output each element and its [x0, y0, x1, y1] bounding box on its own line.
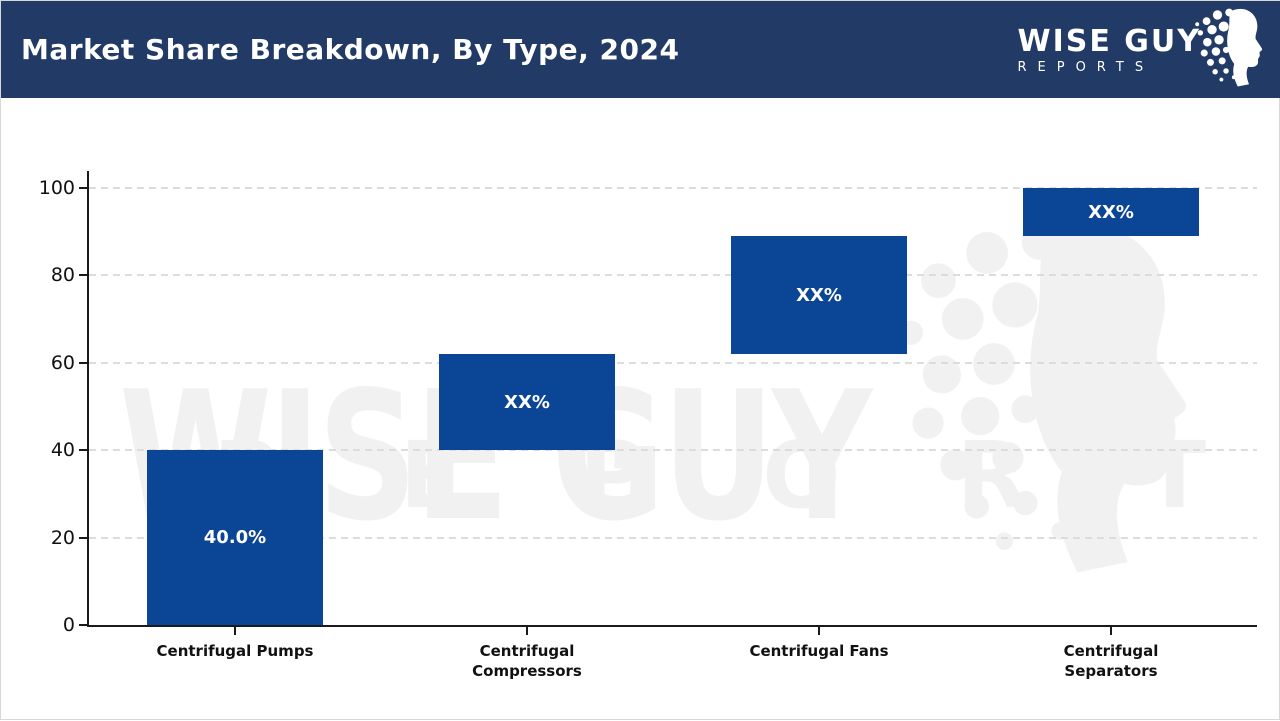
y-tick-label: 40	[50, 439, 75, 462]
logo-subtitle: REPORTS	[1017, 59, 1155, 75]
y-tickmark	[79, 449, 88, 452]
y-tickmark	[79, 274, 88, 277]
bar-centrifugal-pumps: 40.0%	[147, 450, 323, 625]
bar-centrifugal-compressors: XX%	[439, 354, 615, 451]
x-tick-label: Centrifugal Pumps	[156, 642, 314, 660]
page-title: Market Share Breakdown, By Type, 2024	[21, 33, 680, 66]
x-tickmark	[1110, 627, 1112, 635]
bar-value-label: XX%	[504, 391, 550, 413]
x-tickmark	[818, 627, 820, 635]
gridline	[89, 449, 1257, 452]
y-tickmark	[79, 624, 88, 626]
x-tick-label: Centrifugal Fans	[749, 642, 889, 660]
gridline	[89, 361, 1257, 364]
y-tick-label: 100	[38, 177, 75, 199]
x-tickmark	[526, 627, 528, 635]
waterfall-chart: WISE GUY R E P O R T S 02040608010040.0%…	[1, 98, 1280, 721]
wise-guy-reports-logo: WISE GUY REPORTS	[1017, 8, 1265, 91]
y-tickmark	[79, 361, 88, 364]
y-tickmark	[79, 187, 88, 189]
gridline	[89, 187, 1257, 189]
y-axis-line	[87, 171, 89, 627]
x-axis-line	[87, 625, 1257, 627]
bar-value-label: XX%	[796, 284, 842, 306]
bar-value-label: 40.0%	[203, 527, 267, 549]
logo-head-icon	[1195, 8, 1263, 87]
gridline	[89, 274, 1257, 277]
y-tick-label: 0	[62, 614, 75, 636]
header-bar: Market Share Breakdown, By Type, 2024 WI…	[1, 1, 1280, 98]
bar-centrifugal-separators: XX%	[1023, 188, 1199, 237]
y-tick-label: 20	[50, 526, 75, 549]
y-tick-label: 80	[50, 264, 75, 287]
bar-centrifugal-fans: XX%	[731, 236, 907, 355]
logo-wordmark: WISE GUY	[1017, 23, 1201, 59]
x-tick-label: Centrifugal Separators	[1063, 642, 1159, 681]
bar-value-label: XX%	[1088, 201, 1134, 223]
y-tickmark	[79, 536, 88, 539]
watermark-head-icon	[888, 225, 1187, 573]
x-tickmark	[234, 627, 236, 635]
y-tick-label: 60	[50, 351, 75, 374]
gridline	[89, 536, 1257, 539]
x-tick-label: Centrifugal Compressors	[472, 642, 582, 681]
